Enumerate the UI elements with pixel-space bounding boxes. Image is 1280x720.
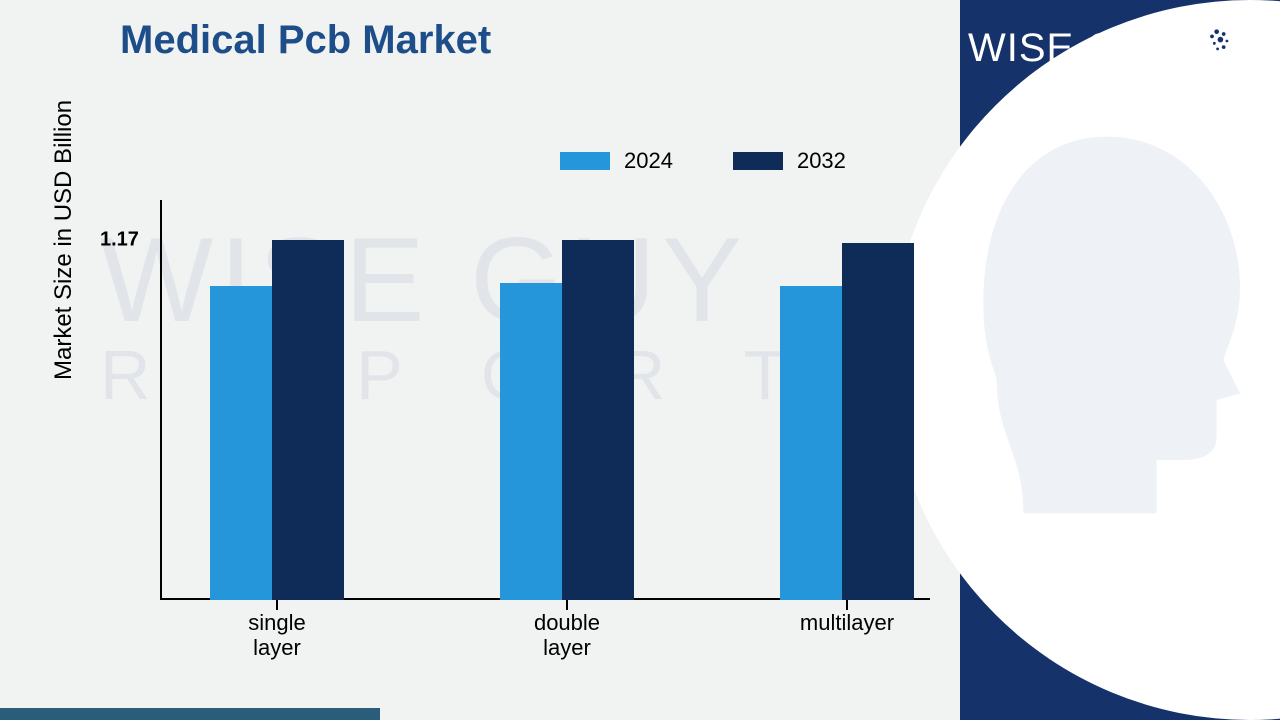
bar-2032 — [272, 240, 344, 600]
x-tick — [566, 600, 568, 610]
legend-label-2032: 2032 — [797, 148, 846, 174]
legend-swatch-2024 — [560, 152, 610, 170]
legend-label-2024: 2024 — [624, 148, 673, 174]
legend-item-2024: 2024 — [560, 148, 673, 174]
y-axis-line — [160, 200, 162, 600]
logo-text-main: WISE GUY — [968, 26, 1176, 71]
bar-2032 — [562, 240, 634, 600]
category-label: doublelayer — [487, 610, 647, 661]
plot-area — [160, 200, 930, 600]
y-tick-label: 1.17 — [100, 229, 139, 252]
x-tick — [846, 600, 848, 610]
category-label: multilayer — [767, 610, 927, 635]
legend-item-2032: 2032 — [733, 148, 846, 174]
stage: WISE GUY R E P O R T S Medical Pcb Marke… — [0, 0, 1280, 720]
chart-title: Medical Pcb Market — [120, 18, 491, 63]
bar-2032 — [842, 243, 914, 600]
legend: 2024 2032 — [560, 148, 846, 174]
bottom-accent-bar — [0, 708, 380, 720]
legend-swatch-2032 — [733, 152, 783, 170]
logo-main-row: WISE GUY — [968, 20, 1240, 76]
x-tick — [276, 600, 278, 610]
brand-logo: WISE GUY REPORTS — [968, 20, 1240, 92]
logo-head-icon — [1184, 20, 1240, 76]
logo-text-sub: REPORTS — [968, 74, 1240, 92]
y-axis-label: Market Size in USD Billion — [50, 100, 78, 380]
category-label: singlelayer — [197, 610, 357, 661]
